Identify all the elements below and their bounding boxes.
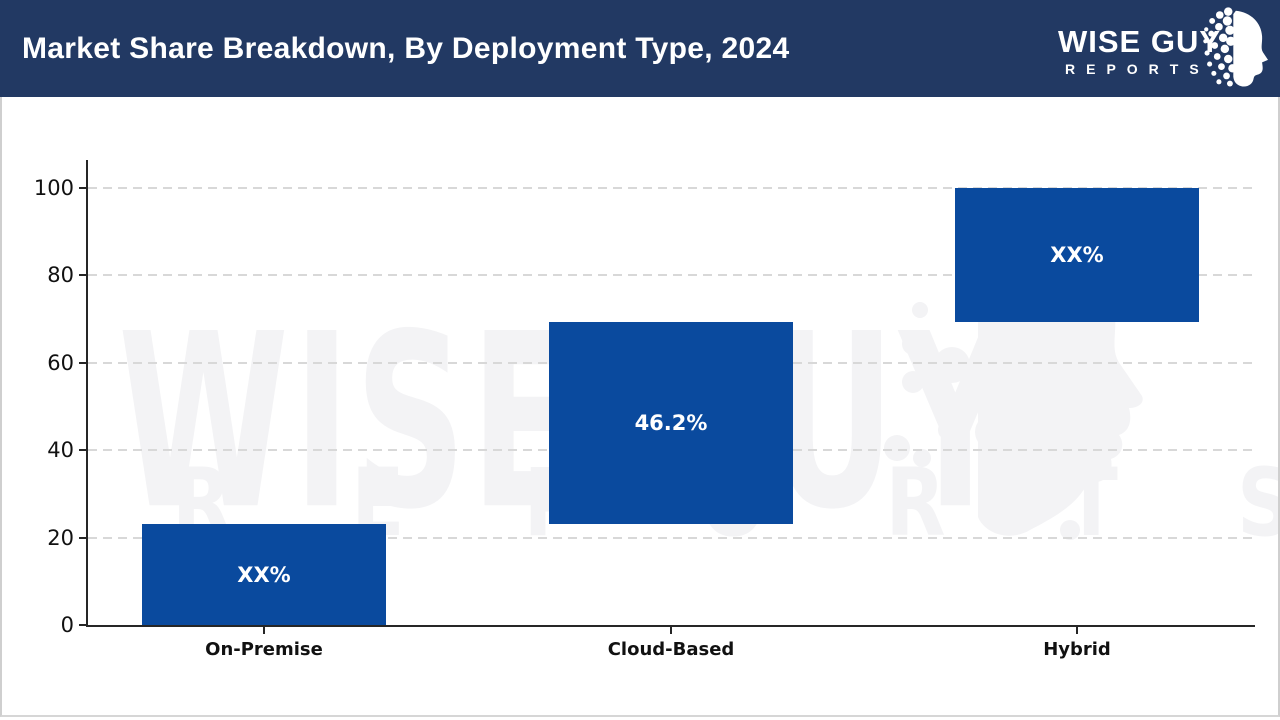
bar-segment: 46.2% <box>549 322 793 525</box>
y-tick-label: 40 <box>47 438 74 462</box>
brand-logo-subtext: REPORTS <box>1065 61 1210 77</box>
y-tick-mark <box>79 361 87 364</box>
y-tick-mark <box>79 536 87 539</box>
y-tick-mark <box>79 449 87 451</box>
bar-value-label: XX% <box>237 562 291 587</box>
header-bar: Market Share Breakdown, By Deployment Ty… <box>0 0 1280 97</box>
brand-logo-text: WISE GUY <box>1058 24 1222 59</box>
y-axis-line <box>86 160 88 627</box>
x-axis-line <box>86 625 1255 627</box>
x-category-label: Hybrid <box>1043 639 1111 660</box>
x-tick-mark <box>1076 627 1078 634</box>
y-gridline <box>88 186 1253 189</box>
bar-value-label: XX% <box>1050 242 1104 267</box>
brand-logo: WISE GUY REPORTS <box>1018 0 1268 97</box>
y-gridline <box>88 274 1253 276</box>
y-tick-label: 20 <box>47 525 74 550</box>
bar-segment: XX% <box>955 187 1199 323</box>
page-title: Market Share Breakdown, By Deployment Ty… <box>22 31 790 65</box>
x-tick-mark <box>670 627 672 634</box>
y-tick-mark <box>79 624 87 626</box>
brand-head-icon <box>1203 7 1268 87</box>
y-tick-label: 100 <box>33 175 74 200</box>
x-category-label: Cloud-Based <box>607 639 735 660</box>
y-tick-mark <box>79 274 87 276</box>
y-tick-label: 80 <box>47 263 74 287</box>
bar-segment: XX% <box>142 524 386 625</box>
y-gridline <box>88 536 1253 539</box>
y-tick-mark <box>79 186 87 189</box>
y-tick-label: 60 <box>47 350 74 375</box>
x-tick-mark <box>263 627 265 634</box>
x-category-label: On-Premise <box>205 639 323 660</box>
bar-value-label: 46.2% <box>634 411 708 436</box>
y-tick-label: 0 <box>60 613 74 637</box>
